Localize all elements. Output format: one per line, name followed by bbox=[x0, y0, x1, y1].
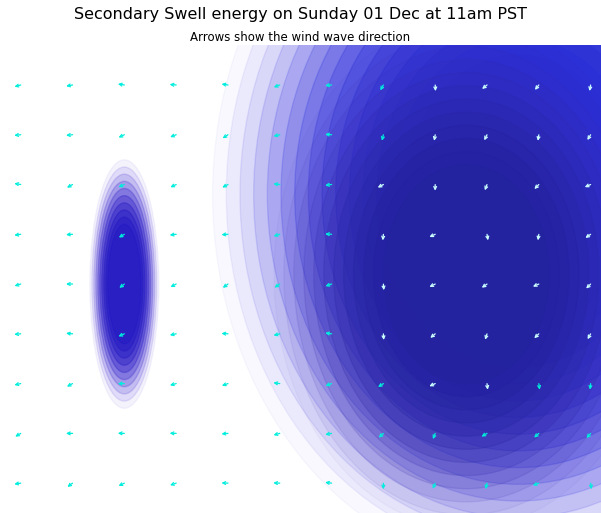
Ellipse shape bbox=[281, 0, 601, 484]
Ellipse shape bbox=[349, 0, 601, 401]
Ellipse shape bbox=[377, 22, 601, 367]
Ellipse shape bbox=[108, 224, 141, 344]
Text: Arrows show the wind wave direction: Arrows show the wind wave direction bbox=[191, 30, 410, 44]
Ellipse shape bbox=[391, 38, 601, 350]
Ellipse shape bbox=[102, 203, 147, 365]
Ellipse shape bbox=[353, 125, 579, 423]
Ellipse shape bbox=[98, 188, 151, 380]
Ellipse shape bbox=[294, 0, 601, 468]
Ellipse shape bbox=[314, 73, 601, 476]
Ellipse shape bbox=[92, 167, 157, 401]
Ellipse shape bbox=[96, 181, 153, 387]
Ellipse shape bbox=[322, 0, 601, 434]
Ellipse shape bbox=[344, 112, 589, 436]
Ellipse shape bbox=[94, 174, 155, 394]
Ellipse shape bbox=[106, 217, 143, 351]
Ellipse shape bbox=[404, 55, 601, 334]
Ellipse shape bbox=[364, 139, 569, 410]
Ellipse shape bbox=[284, 33, 601, 513]
Ellipse shape bbox=[254, 0, 601, 513]
Ellipse shape bbox=[324, 86, 601, 462]
Ellipse shape bbox=[90, 160, 159, 408]
Ellipse shape bbox=[308, 0, 601, 451]
Ellipse shape bbox=[227, 0, 601, 513]
Ellipse shape bbox=[334, 99, 599, 449]
Ellipse shape bbox=[363, 5, 601, 384]
Ellipse shape bbox=[104, 210, 145, 358]
Ellipse shape bbox=[294, 46, 601, 502]
Text: Secondary Swell energy on Sunday 01 Dec at 11am PST: Secondary Swell energy on Sunday 01 Dec … bbox=[74, 7, 527, 22]
Ellipse shape bbox=[336, 0, 601, 418]
Ellipse shape bbox=[383, 165, 549, 384]
Ellipse shape bbox=[100, 195, 149, 372]
Ellipse shape bbox=[240, 0, 601, 513]
Ellipse shape bbox=[373, 151, 559, 397]
Ellipse shape bbox=[304, 60, 601, 489]
Ellipse shape bbox=[267, 0, 601, 501]
